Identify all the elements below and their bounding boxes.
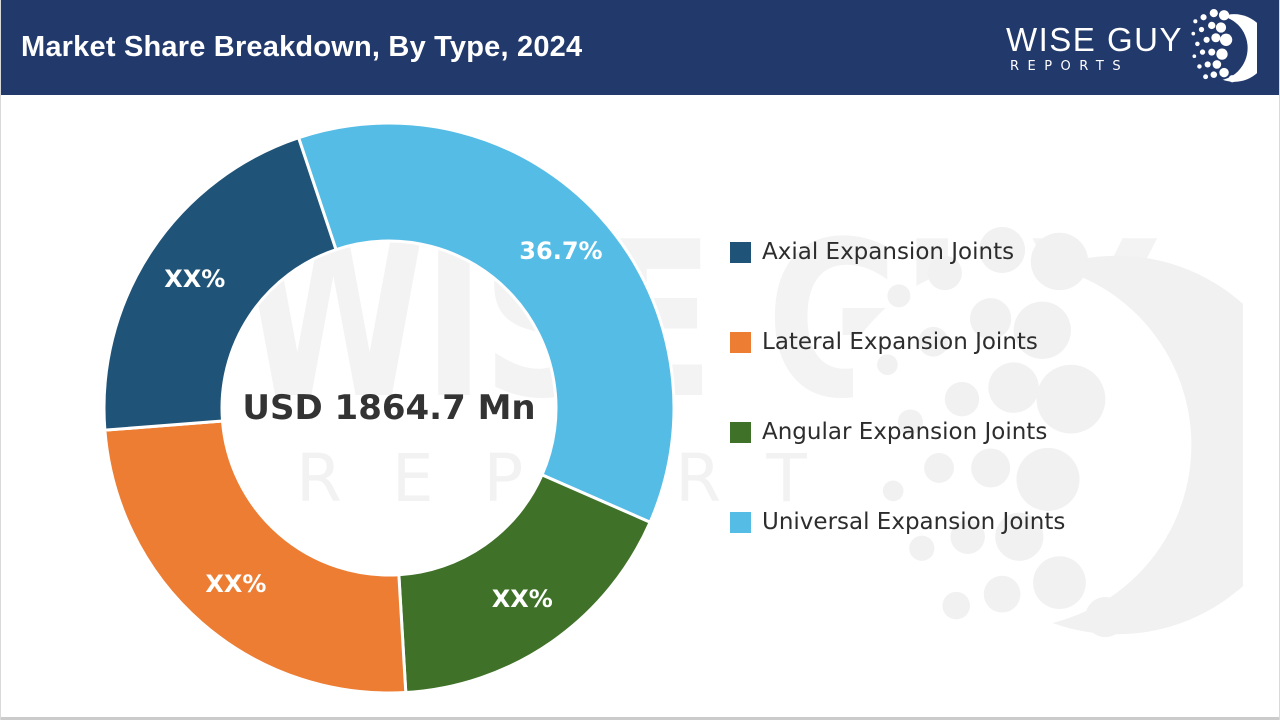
legend-label: Lateral Expansion Joints (762, 329, 1038, 355)
donut-slice-2 (103, 419, 408, 695)
slice-label-0: 36.7% (519, 236, 603, 265)
legend-item-universal: Universal Expansion Joints (730, 511, 1065, 534)
logo-wordmark: WISE GUY (1005, 20, 1183, 58)
legend-label: Axial Expansion Joints (762, 239, 1015, 265)
slice-label-2: XX% (205, 569, 267, 598)
legend-swatch-lateral (730, 332, 751, 353)
slice-label-1: XX% (491, 585, 553, 614)
slice-label-3: XX% (164, 265, 226, 294)
chart-area: WISE GUY REPORTS USD 1864.7 Mn Axial Exp… (1, 95, 1279, 720)
legend-swatch-axial (730, 242, 751, 263)
legend-item-lateral: Lateral Expansion Joints (730, 331, 1065, 354)
logo-text: WISE GUY REPORTS (1006, 23, 1183, 73)
donut-slice-0 (297, 121, 676, 524)
legend-swatch-angular (730, 422, 751, 443)
legend-item-angular: Angular Expansion Joints (730, 421, 1065, 444)
legend-label: Universal Expansion Joints (762, 509, 1066, 535)
donut-slice-3 (102, 136, 338, 432)
donut-chart (102, 121, 676, 695)
bottom-divider (1, 717, 1279, 720)
wiseguy-logo: WISE GUY REPORTS (1006, 7, 1257, 89)
donut-slice-1 (397, 473, 652, 695)
logo-subtitle: REPORTS (1009, 58, 1130, 74)
page-title: Market Share Breakdown, By Type, 2024 (21, 31, 583, 63)
legend-label: Angular Expansion Joints (762, 419, 1048, 445)
watermark-face-icon (853, 227, 1243, 638)
header-bar: Market Share Breakdown, By Type, 2024 WI… (1, 0, 1279, 95)
legend-item-axial: Axial Expansion Joints (730, 241, 1065, 264)
logo-face-icon (1187, 8, 1257, 82)
legend: Axial Expansion Joints Lateral Expansion… (730, 241, 1065, 534)
legend-swatch-universal (730, 512, 751, 533)
donut-center-value: USD 1864.7 Mn (242, 388, 536, 428)
